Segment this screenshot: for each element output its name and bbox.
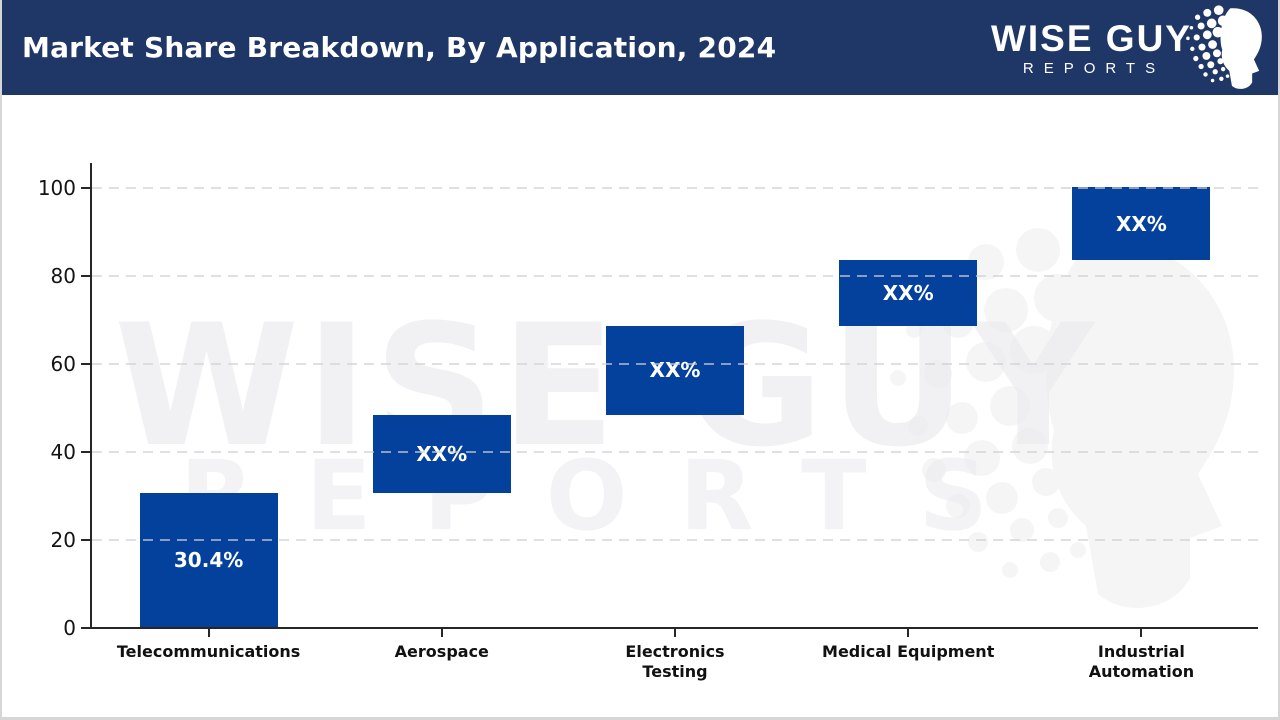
x-category-line: Medical Equipment <box>822 642 995 661</box>
x-tick-mark <box>674 629 676 637</box>
x-category-label: Electronics Testing <box>560 642 790 682</box>
logo-subtitle: REPORTS <box>1022 59 1166 77</box>
gridline <box>92 187 1258 189</box>
wise-guy-reports-logo: WISE GUY REPORTS <box>991 4 1268 92</box>
bar-value-label: 30.4% <box>173 548 244 573</box>
x-tick-mark <box>440 629 443 637</box>
logo-wordmark: WISE GUY <box>990 17 1192 59</box>
y-tick-label: 40 <box>50 440 76 464</box>
y-tick-label: 80 <box>50 264 76 288</box>
y-tick-mark <box>81 451 90 453</box>
y-tick-label: 20 <box>50 528 76 552</box>
x-category-line: Automation <box>1088 662 1195 681</box>
y-tick-mark <box>81 187 90 189</box>
y-tick-mark <box>81 363 90 365</box>
watermark-head-graphic <box>890 228 1234 608</box>
logo-text: WISE GUY REPORTS <box>991 20 1192 76</box>
y-tick-mark <box>81 627 90 629</box>
x-category-label: Aerospace <box>327 642 557 662</box>
gridline <box>92 451 1258 453</box>
gridline <box>92 363 1258 365</box>
x-category-label: Telecommunications <box>94 642 324 662</box>
x-category-line: Telecommunications <box>116 642 301 661</box>
x-tick-mark <box>1140 629 1143 637</box>
x-axis-line <box>88 627 1258 629</box>
dotted-head-icon <box>1186 4 1262 89</box>
bar-value-label: XX% <box>416 442 468 467</box>
x-tick-mark <box>907 629 910 637</box>
y-tick-mark <box>81 275 90 277</box>
x-category-label: Industrial Automation <box>1026 642 1256 682</box>
y-tick-label: 60 <box>50 352 76 376</box>
watermark-wise-guy: WISE GUY <box>114 288 1101 484</box>
x-tick-mark <box>207 629 210 637</box>
chart-title: Market Share Breakdown, By Application, … <box>22 31 777 64</box>
y-tick-label: 0 <box>63 616 76 640</box>
y-tick-label: 100 <box>37 176 76 200</box>
bar-value-label: XX% <box>882 281 934 306</box>
x-category-line: Aerospace <box>394 642 489 661</box>
bar-value-label: XX% <box>1115 211 1167 236</box>
bar-value-label: XX% <box>649 358 701 383</box>
x-category-label: Medical Equipment <box>793 642 1023 662</box>
gridline <box>92 539 1258 541</box>
header-bar: Market Share Breakdown, By Application, … <box>2 0 1278 95</box>
bar-segment: XX% <box>372 414 511 494</box>
y-axis-line <box>90 163 92 629</box>
watermark-reports: REPORTS <box>180 440 1040 552</box>
waterfall-chart: 0 20 40 60 80 100 30.4% Telecommunications XX% Ae… <box>2 95 1278 717</box>
x-category-line: Industrial <box>1097 642 1185 661</box>
bar-segment: XX% <box>606 326 744 415</box>
bar-segment: XX% <box>1072 187 1211 261</box>
gridline <box>92 275 1258 277</box>
bar-segment: 30.4% <box>139 493 278 627</box>
x-category-line: Testing <box>642 662 708 681</box>
bar-segment: XX% <box>839 260 978 327</box>
y-tick-mark <box>81 539 90 541</box>
x-category-line: Electronics <box>625 642 725 661</box>
